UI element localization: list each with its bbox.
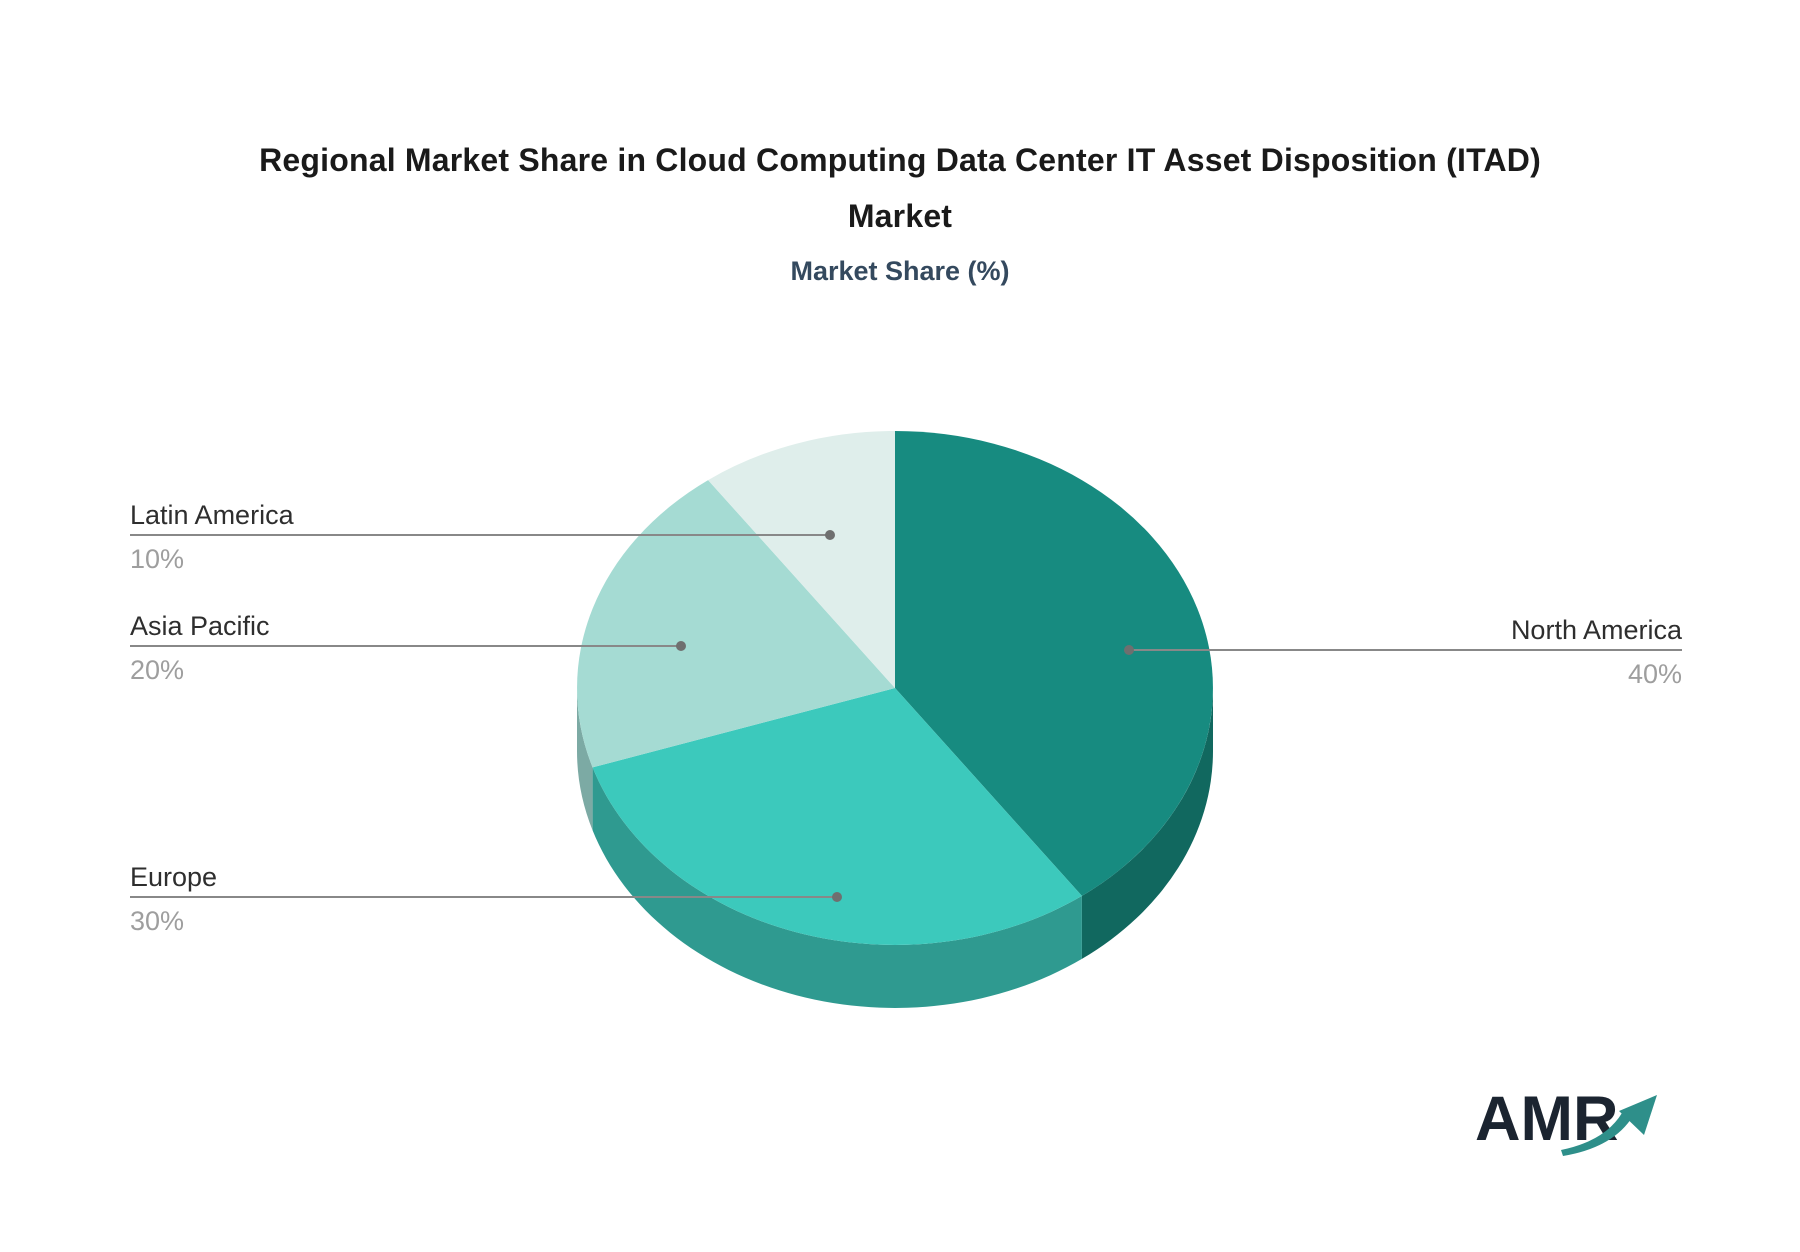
slice-north-america[interactable]	[895, 431, 1213, 896]
leader-dot-europe	[832, 892, 842, 902]
callout-europe: Europe 30%	[130, 858, 842, 937]
leader-dot-north-america	[1124, 645, 1134, 655]
leader-line-europe	[130, 892, 842, 902]
chart-title: Regional Market Share in Cloud Computing…	[0, 132, 1800, 244]
brand-logo-arrow-icon	[1561, 1095, 1657, 1156]
slice-label-latin-america: Latin America	[130, 500, 294, 530]
brand-logo: AMR	[1475, 1088, 1685, 1168]
slice-percent-latin-america: 10%	[130, 544, 185, 574]
chart-title-line1: Regional Market Share in Cloud Computing…	[259, 142, 1541, 178]
slice-side-north-america	[1081, 688, 1213, 959]
slice-europe[interactable]	[592, 688, 1082, 945]
slice-percent-north-america: 40%	[1627, 659, 1682, 689]
slice-percent-asia-pacific: 20%	[130, 655, 185, 685]
slice-side-asia-pacific	[577, 688, 593, 831]
slice-label-asia-pacific: Asia Pacific	[130, 611, 270, 641]
slice-label-north-america: North America	[1510, 615, 1682, 645]
leader-line-asia-pacific	[130, 641, 686, 651]
slice-latin-america[interactable]	[708, 431, 895, 688]
slice-label-europe: Europe	[130, 862, 218, 892]
leader-line-north-america	[1124, 645, 1682, 655]
leader-line-latin-america	[130, 530, 835, 540]
slice-percent-europe: 30%	[130, 906, 185, 936]
leader-dot-asia-pacific	[676, 641, 686, 651]
chart-subtitle: Market Share (%)	[790, 256, 1010, 286]
slice-asia-pacific[interactable]	[577, 480, 895, 768]
callout-north-america: North America 40%	[1124, 611, 1682, 690]
callout-latin-america: Latin America 10%	[130, 496, 835, 575]
leader-dot-latin-america	[825, 530, 835, 540]
slice-side-europe	[592, 767, 1082, 1008]
callout-asia-pacific: Asia Pacific 20%	[130, 607, 686, 686]
chart-title-line2: Market	[847, 198, 953, 234]
